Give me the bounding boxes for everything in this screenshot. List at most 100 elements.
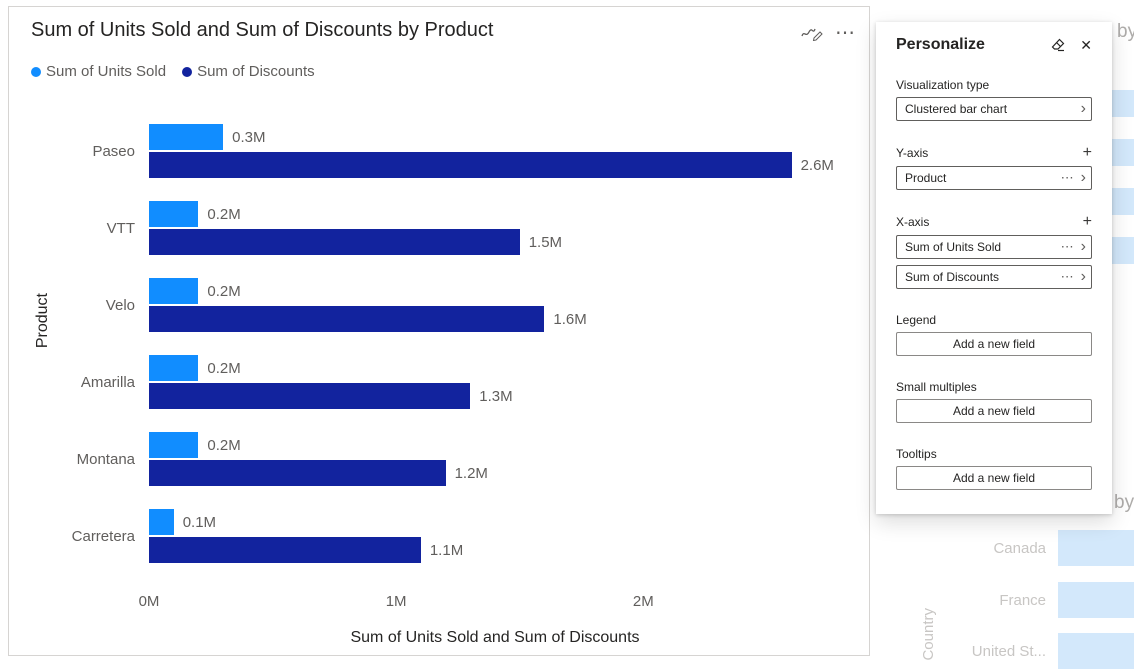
x-axis-field-discounts[interactable]: Sum of Discounts ⋯ › [896,265,1092,289]
section-visualization-type: Visualization type Clustered bar chart › [896,78,1092,121]
close-icon[interactable]: ✕ [1080,36,1092,53]
x-axis-section-label: X-axis [896,215,930,229]
legend-item-units-sold[interactable]: Sum of Units Sold [31,63,166,80]
data-label: 1.2M [454,464,488,482]
field-options-icon[interactable]: ⋯ [1060,170,1075,185]
data-label: 0.2M [207,205,241,223]
bar-line: 0.3M [149,124,841,151]
legend-label: Sum of Units Sold [46,63,167,80]
field-options-icon[interactable]: ⋯ [1060,269,1075,284]
data-label: 1.5M [528,233,563,251]
visualization-type-label: Visualization type [896,78,990,92]
more-options-icon[interactable]: ⋯ [835,22,855,44]
legend-add-field-button[interactable]: Add a new field [896,332,1092,356]
background-category-label: Canada [993,540,1046,557]
eraser-icon[interactable] [1050,37,1066,53]
background-bar[interactable] [1058,633,1134,669]
x-axis-field-units-sold[interactable]: Sum of Units Sold ⋯ › [896,235,1092,259]
visual-header-icons: ⋯ [801,23,855,43]
y-axis-category-label: Paseo [92,142,135,160]
x-axis-title: Sum of Units Sold and Sum of Discounts [350,629,640,646]
bar-line: 0.1M [149,509,841,536]
add-x-axis-field-icon[interactable]: + [1082,213,1092,230]
bar-discounts[interactable] [149,306,545,333]
chart-title: Sum of Units Sold and Sum of Discounts b… [31,19,494,41]
bar-pair: 0.1M 1.1M [149,509,841,564]
legend-item-discounts[interactable]: Sum of Discounts [182,63,315,80]
bar-pair: 0.2M 1.3M [149,355,841,410]
bar-line: 1.1M [149,537,841,564]
tooltips-add-field-button[interactable]: Add a new field [896,466,1092,490]
background-bar-sliver [1112,188,1134,215]
x-axis-tick-label: 0M [138,593,160,610]
bar-line: 1.6M [149,306,841,333]
background-category-label: United St... [971,643,1046,660]
data-label: 0.2M [207,282,241,300]
bar-units-sold[interactable] [149,124,224,151]
personalize-visual-icon[interactable] [801,25,823,41]
background-bar[interactable] [1058,582,1134,618]
data-label: 1.1M [429,541,464,559]
bar-line: 2.6M [149,152,841,179]
y-axis-category-label: VTT [106,219,135,237]
chevron-right-icon[interactable]: › [1080,169,1086,186]
x-axis-tick-label: 2M [632,593,654,610]
section-x-axis: X-axis + Sum of Units Sold ⋯ › Sum of Di… [896,214,1092,289]
y-axis-category-label: Carretera [71,527,135,545]
panel-title: Personalize [896,36,985,53]
x-axis-tick-label: 1M [385,593,407,610]
background-bar-sliver [1112,139,1134,166]
bar-discounts[interactable] [149,229,520,256]
bar-group: Montana 0.2M 1.2M [77,421,841,498]
chevron-right-icon[interactable]: › [1080,268,1086,285]
field-options-icon[interactable]: ⋯ [1060,239,1075,254]
bar-units-sold[interactable] [149,355,199,382]
bar-pair: 0.2M 1.6M [149,278,841,333]
panel-header-icons: ✕ [1050,37,1092,54]
field-label: Sum of Units Sold [905,240,1002,254]
chevron-right-icon[interactable]: › [1080,100,1086,117]
bar-pair: 0.3M 2.6M [149,124,841,179]
data-label: 0.3M [232,128,266,146]
section-y-axis: Y-axis + Product ⋯ › [896,145,1092,190]
bar-group: Carretera 0.1M 1.1M [72,498,841,575]
bar-group: Velo 0.2M 1.6M [106,267,841,344]
chevron-right-icon[interactable]: › [1080,238,1086,255]
bar-line: 1.3M [149,383,841,410]
bar-line: 0.2M [149,355,841,382]
field-label: Product [905,171,947,185]
y-axis-field-product[interactable]: Product ⋯ › [896,166,1092,190]
data-label: 2.6M [800,156,834,174]
bar-discounts[interactable] [149,152,792,179]
bar-discounts[interactable] [149,537,421,564]
data-label: 1.6M [553,310,587,328]
bar-units-sold[interactable] [149,201,199,228]
visualization-type-dropdown[interactable]: Clustered bar chart › [896,97,1092,121]
background-bar-sliver [1112,90,1134,117]
bar-units-sold[interactable] [149,278,199,305]
bar-units-sold[interactable] [149,509,174,536]
bar-line: 0.2M [149,278,841,305]
bar-discounts[interactable] [149,383,471,410]
personalize-panel: Personalize ✕ Visualization type Cluster… [876,22,1112,514]
small-multiples-add-field-button[interactable]: Add a new field [896,399,1092,423]
y-axis-category-label: Montana [76,450,135,468]
bar-units-sold[interactable] [149,432,199,459]
bar-line: 1.2M [149,460,841,487]
bar-pair: 0.2M 1.2M [149,432,841,487]
bar-chart-visual[interactable]: Sum of Units Sold and Sum of Discounts b… [8,6,870,656]
background-bar[interactable] [1058,530,1134,566]
y-axis-category-label: Velo [105,296,135,314]
y-axis-category-label: Amarilla [80,373,135,391]
bar-discounts[interactable] [149,460,446,487]
tooltips-section-label: Tooltips [896,447,937,461]
panel-header: Personalize ✕ [896,36,1092,54]
background-title-fragment-mid: by [1114,492,1134,513]
data-label: 1.3M [479,387,513,405]
add-y-axis-field-icon[interactable]: + [1082,144,1092,161]
section-legend: Legend Add a new field [896,313,1092,356]
background-title-fragment-top: by [1117,21,1134,42]
chart-legend: Sum of Units Sold Sum of Discounts [31,63,315,80]
